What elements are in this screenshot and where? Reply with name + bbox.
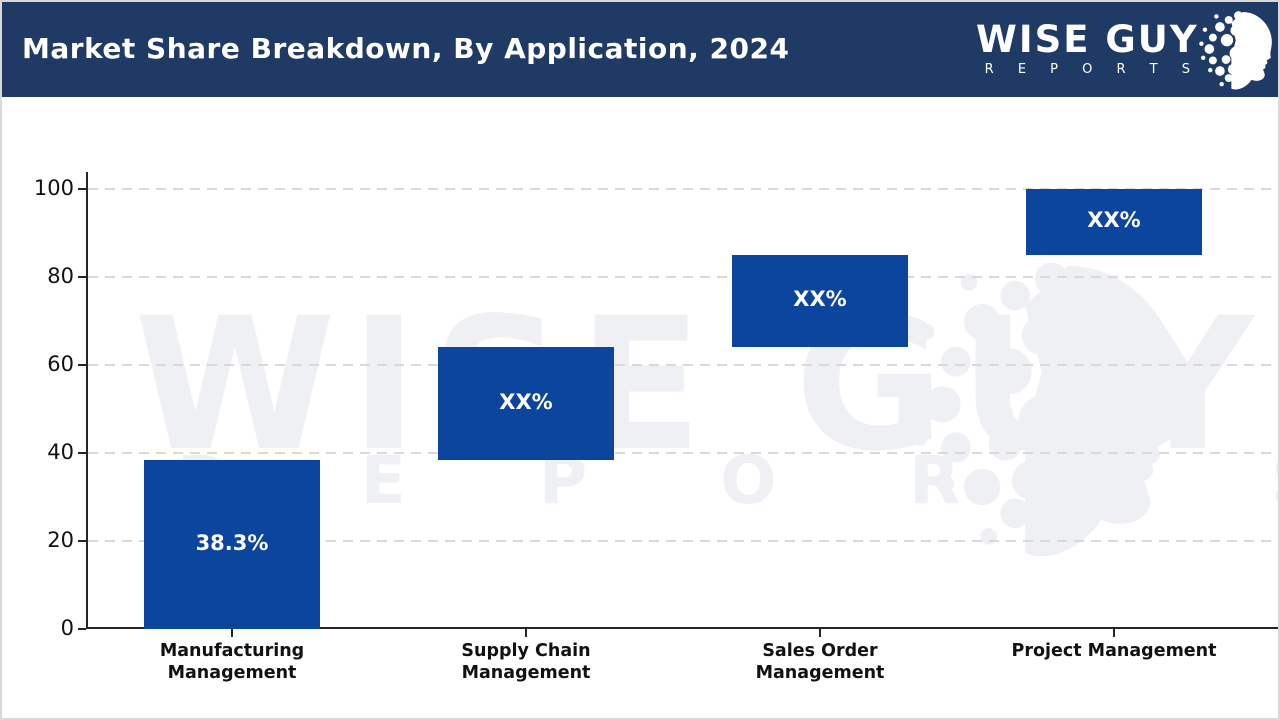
x-category-label-4: Project Management <box>1011 641 1217 661</box>
bar-2 <box>438 347 614 461</box>
page-title: Market Share Breakdown, By Application, … <box>22 32 790 65</box>
y-tick-label-60: 60 <box>47 351 74 376</box>
y-tick-label-20: 20 <box>47 527 74 552</box>
bar-value-label-2: XX% <box>499 389 553 414</box>
y-tick-label-80: 80 <box>47 263 74 288</box>
gridline-100 <box>88 187 1278 190</box>
y-tick-label-40: 40 <box>47 439 74 464</box>
x-tick-2 <box>525 629 527 637</box>
wiseguy-logo: WISE GUY R E P O R T S <box>975 5 1278 93</box>
x-category-label-3: Sales Order Management <box>755 641 885 683</box>
gridline-40 <box>88 451 1278 454</box>
header-bar: Market Share Breakdown, By Application, … <box>2 2 1278 97</box>
x-tick-3 <box>819 629 821 637</box>
y-tick-80 <box>78 275 86 278</box>
x-tick-1 <box>231 629 233 637</box>
y-tick-label-100: 100 <box>33 175 74 200</box>
bar-value-label-4: XX% <box>1087 207 1141 232</box>
x-axis-line <box>86 627 1278 629</box>
gridline-20 <box>88 539 1278 542</box>
y-tick-20 <box>78 539 86 542</box>
y-tick-60 <box>78 363 86 366</box>
bar-value-label-3: XX% <box>793 286 847 311</box>
x-category-label-1: Manufacturing Management <box>159 641 305 683</box>
y-tick-label-0: 0 <box>60 616 74 640</box>
wiseguy-logo-text: WISE GUY R E P O R T S <box>975 21 1200 76</box>
y-tick-0 <box>78 628 86 630</box>
y-tick-40 <box>78 451 86 454</box>
bar-value-label-1: 38.3% <box>195 530 269 555</box>
gridline-60 <box>88 363 1278 366</box>
logo-wordmark: WISE GUY <box>976 18 1199 61</box>
gridline-80 <box>88 275 1278 278</box>
bar-3 <box>732 254 908 348</box>
y-axis-line <box>86 172 88 629</box>
waterfall-chart: 0 20 40 60 80 100 38.3% Manufacturing Managemen… <box>2 99 1278 718</box>
x-tick-4 <box>1113 629 1115 637</box>
bar-4 <box>1026 188 1202 255</box>
x-category-label-2: Supply Chain Management <box>461 641 591 683</box>
bar-1 <box>144 460 320 629</box>
logo-subtitle: R E P O R T S <box>984 62 1200 77</box>
head-dots-icon <box>1199 10 1272 89</box>
y-tick-100 <box>78 187 86 190</box>
